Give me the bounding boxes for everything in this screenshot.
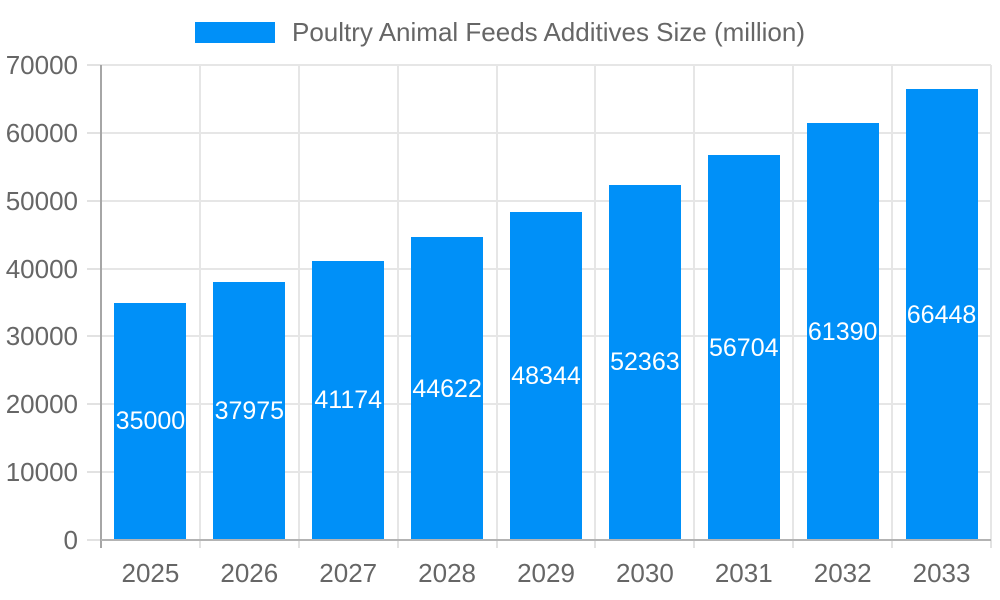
bar[interactable] <box>114 302 187 540</box>
y-axis-tick-label: 10000 <box>5 457 78 488</box>
x-gridline <box>891 65 894 540</box>
y-gridline <box>101 199 991 202</box>
x-axis-tick-label: 2028 <box>418 558 477 588</box>
x-gridline <box>396 65 399 540</box>
y-axis-tick-label: 40000 <box>5 253 78 284</box>
x-axis-tick <box>693 540 696 548</box>
x-axis-tick <box>495 540 498 548</box>
y-axis-tick <box>87 471 101 474</box>
x-gridline <box>297 65 300 540</box>
y-axis-tick <box>87 64 101 66</box>
y-axis-tick-label: 60000 <box>5 117 78 148</box>
y-axis-tick <box>87 335 101 338</box>
x-axis-tick-label: 2031 <box>714 558 773 588</box>
bar-value-label: 41174 <box>314 386 383 415</box>
bar[interactable] <box>806 123 879 540</box>
x-gridline <box>495 65 498 540</box>
bar[interactable] <box>510 211 582 540</box>
y-axis-tick <box>87 131 101 134</box>
y-gridline <box>101 131 991 134</box>
bar[interactable] <box>905 89 978 540</box>
bar-value-label: 56704 <box>709 333 779 362</box>
x-axis-tick <box>891 540 894 548</box>
y-axis-tick-label: 20000 <box>5 389 78 420</box>
y-axis-tick <box>87 403 101 406</box>
x-axis-tick-label: 2027 <box>319 558 378 588</box>
legend-item[interactable]: Poultry Animal Feeds Additives Size (mil… <box>195 17 805 48</box>
bar-value-label: 66448 <box>906 300 977 329</box>
x-axis-tick-label: 2029 <box>517 558 575 588</box>
bar[interactable] <box>608 184 681 540</box>
bar[interactable] <box>312 260 385 540</box>
x-axis-tick-label: 2030 <box>615 558 674 588</box>
y-axis-tick-label: 30000 <box>5 321 78 352</box>
x-axis-tick-label: 2025 <box>121 558 180 588</box>
x-gridline <box>990 65 992 540</box>
y-axis-tick <box>87 539 101 541</box>
y-axis-tick <box>87 267 101 270</box>
y-axis-tick-label: 70000 <box>5 50 78 80</box>
x-axis-tick-label: 2026 <box>220 558 279 588</box>
legend-series-label: Poultry Animal Feeds Additives Size (mil… <box>292 17 805 47</box>
x-axis-tick <box>198 540 201 548</box>
x-axis-tick <box>990 540 992 548</box>
y-axis-line <box>100 65 102 548</box>
bar[interactable] <box>707 155 780 540</box>
x-axis-tick <box>396 540 399 548</box>
x-axis-tick <box>297 540 300 548</box>
bar-value-label: 35000 <box>115 407 186 436</box>
bar-value-label: 44622 <box>412 374 482 403</box>
legend-color-swatch <box>195 22 275 43</box>
bar[interactable] <box>411 237 484 540</box>
x-axis-tick-label: 2033 <box>912 558 971 588</box>
x-axis-line <box>101 539 991 541</box>
x-gridline <box>792 65 795 540</box>
y-axis-tick-label: 0 <box>63 525 78 555</box>
x-axis-tick <box>594 540 597 548</box>
x-axis-tick <box>792 540 795 548</box>
bar-value-label: 52363 <box>610 348 680 377</box>
bar[interactable] <box>213 282 286 540</box>
x-gridline <box>594 65 597 540</box>
y-axis-tick <box>87 199 101 202</box>
y-axis-tick-label: 50000 <box>5 185 78 216</box>
x-gridline <box>198 65 201 540</box>
bar-value-label: 37975 <box>214 397 285 426</box>
x-axis-tick-label: 2032 <box>813 558 872 588</box>
bar-value-label: 48344 <box>511 361 581 390</box>
chart-legend: Poultry Animal Feeds Additives Size (mil… <box>0 17 1000 48</box>
bar-value-label: 61390 <box>807 317 878 346</box>
x-gridline <box>693 65 696 540</box>
y-gridline <box>101 64 991 66</box>
